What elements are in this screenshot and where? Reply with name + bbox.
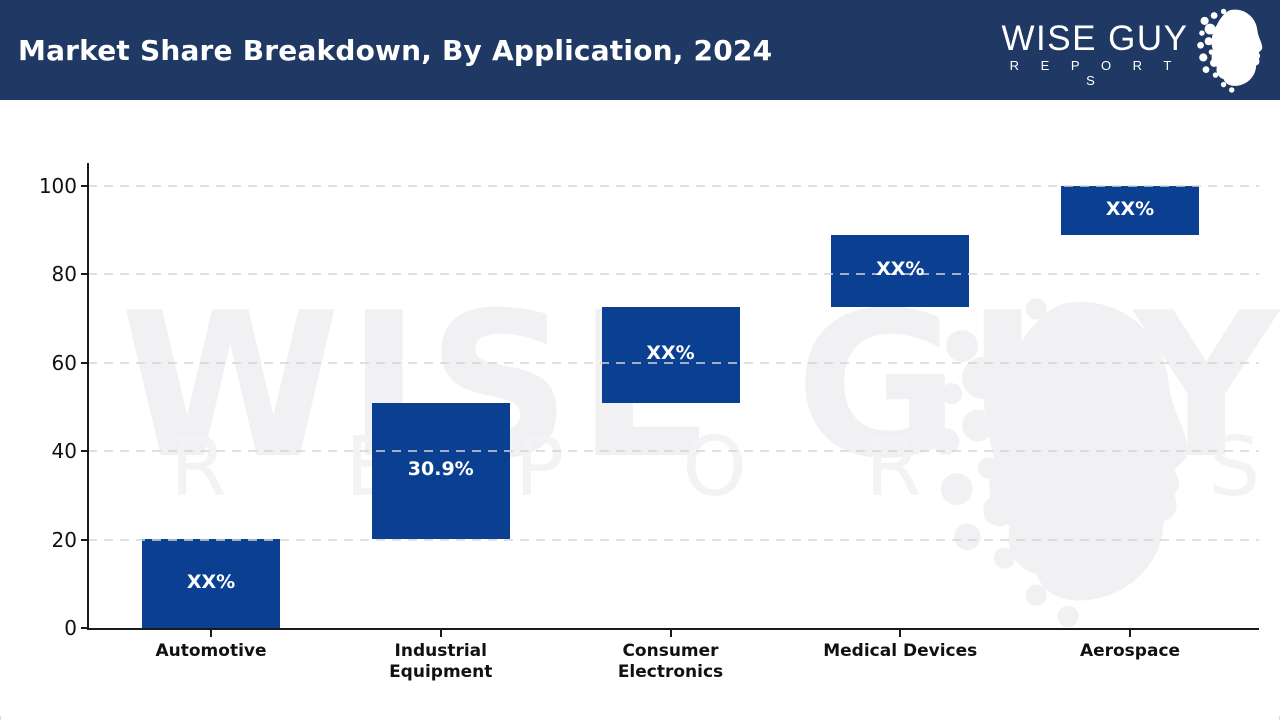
bar-value-label: 30.9% — [407, 457, 474, 480]
y-axis-line — [87, 163, 89, 630]
x-axis-line — [87, 628, 1259, 630]
y-tick-label: 60 — [51, 350, 77, 375]
logo-face-icon — [1197, 8, 1263, 93]
gridline-20 — [88, 538, 1259, 541]
bar-segment-5 — [1061, 186, 1199, 236]
y-tick-mark — [81, 538, 88, 541]
bar-segment-3 — [601, 307, 740, 403]
gridline-100 — [88, 185, 1259, 187]
gridline-40 — [88, 450, 1259, 453]
y-tick-mark — [81, 361, 88, 364]
x-category-label: Medical Devices — [823, 641, 978, 661]
y-tick-mark — [81, 185, 88, 187]
x-tick-mark — [1129, 630, 1131, 637]
y-tick-label: 20 — [51, 527, 77, 552]
bar-value-label: XX% — [876, 258, 925, 281]
waterfall-chart: WISE GUY R E P O R T S XX%30.9%XX%XX%XX%… — [0, 100, 1280, 716]
y-tick-mark — [81, 450, 88, 453]
y-tick-label: 0 — [64, 616, 77, 640]
bar-segment-1 — [142, 539, 280, 628]
x-category-label: Industrial Equipment — [389, 641, 493, 682]
logo-wordmark: WISE GUY — [1001, 19, 1189, 58]
x-category-label: Consumer Electronics — [617, 641, 724, 682]
gridline-60 — [88, 361, 1259, 364]
y-tick-mark — [81, 273, 88, 276]
x-tick-mark — [439, 630, 442, 637]
x-category-label: Aerospace — [1079, 641, 1181, 661]
header-bar: Market Share Breakdown, By Application, … — [0, 0, 1280, 100]
wise-guy-reports-logo: WISE GUY R E P O R T S — [996, 0, 1266, 100]
x-tick-mark — [899, 630, 902, 637]
bar-value-label: XX% — [646, 341, 695, 364]
watermark-subtitle: R E P O R T S — [170, 420, 1280, 515]
y-tick-label: 100 — [38, 174, 77, 198]
logo-subtitle: R E P O R T S — [1009, 58, 1181, 88]
y-tick-label: 80 — [51, 262, 77, 287]
y-tick-label: 40 — [51, 439, 77, 464]
bar-segment-2 — [371, 402, 510, 540]
y-tick-mark — [81, 627, 88, 629]
bar-segment-4 — [831, 235, 970, 308]
x-category-label: Automotive — [155, 641, 267, 661]
bar-value-label: XX% — [186, 570, 236, 593]
x-tick-mark — [669, 630, 672, 637]
page-title: Market Share Breakdown, By Application, … — [18, 33, 773, 67]
gridline-80 — [88, 273, 1259, 276]
bar-value-label: XX% — [1105, 197, 1155, 220]
logo-text: WISE GUY R E P O R T S — [996, 19, 1194, 88]
x-tick-mark — [210, 630, 212, 637]
